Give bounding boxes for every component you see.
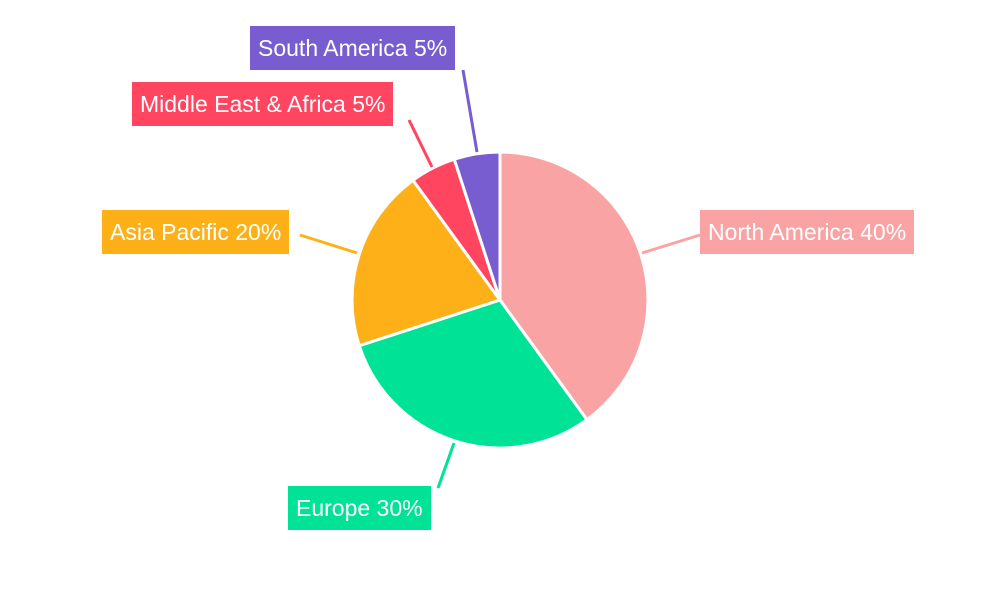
- leader-line: [407, 119, 434, 168]
- leader-line: [641, 233, 701, 255]
- data-label: North America 40%: [700, 210, 915, 254]
- pie-slice-asia-pacific[interactable]: [350, 178, 503, 348]
- leader-line: [461, 69, 479, 153]
- data-label: Europe 30%: [288, 486, 431, 530]
- leader-line: [436, 442, 456, 489]
- pie-slice-europe[interactable]: [357, 298, 590, 450]
- data-label: Asia Pacific 20%: [102, 210, 290, 254]
- pie-slice-south-america[interactable]: [452, 150, 502, 301]
- data-label: South America 5%: [250, 26, 456, 70]
- pie-slice-north-america[interactable]: [498, 150, 650, 422]
- leader-line: [299, 233, 358, 255]
- data-label: Middle East & Africa 5%: [132, 82, 394, 126]
